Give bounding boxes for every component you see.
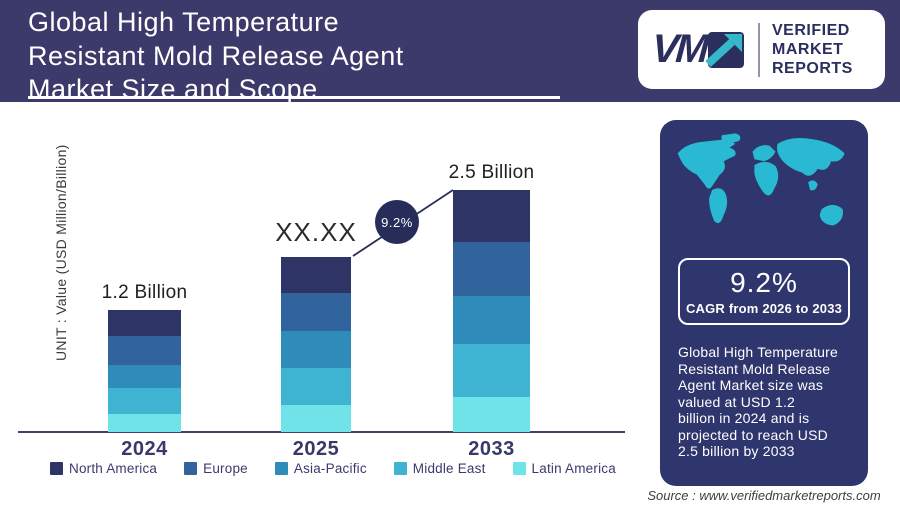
segment-middle-east (108, 388, 181, 414)
legend-item-north-america: North America (50, 461, 157, 476)
legend-swatch (512, 462, 526, 475)
legend-label: Middle East (412, 461, 486, 476)
segment-europe (108, 336, 181, 365)
segment-europe (281, 293, 351, 331)
segment-asia-pacific (281, 331, 351, 368)
segment-middle-east (453, 344, 530, 397)
legend-label: Europe (203, 461, 248, 476)
bar-total-label-2024: 1.2 Billion (101, 282, 188, 303)
legend-swatch (274, 462, 288, 475)
legend-swatch (184, 462, 198, 475)
vmr-letters: VM (650, 27, 708, 71)
source-link[interactable]: Source : www.verifiedmarketreports.com (647, 488, 881, 503)
legend-item-asia-pacific: Asia-Pacific (274, 461, 367, 476)
title-underline (28, 96, 560, 99)
legend-label: Latin America (531, 461, 616, 476)
legend-item-europe: Europe (184, 461, 248, 476)
x-tick-2025: 2025 (292, 438, 340, 460)
segment-middle-east (281, 368, 351, 405)
world-map-icon (668, 130, 860, 250)
bar-2024: 1.2 Billion (102, 282, 187, 432)
bar-2025: XX.XX (275, 217, 356, 432)
legend-swatch (50, 462, 63, 475)
legend-label: Asia-Pacific (293, 461, 367, 476)
segment-asia-pacific (453, 296, 530, 344)
bar-total-label-2033: 2.5 Billion (448, 162, 535, 183)
cagr-box: 9.2% CAGR from 2026 to 2033 (678, 258, 850, 325)
segment-north-america (108, 310, 181, 336)
legend-label: North America (69, 461, 158, 476)
x-tick-2024: 2024 (121, 438, 168, 460)
legend-item-latin-america: Latin America (512, 461, 616, 476)
segment-north-america (453, 190, 530, 242)
segment-latin-america (453, 397, 530, 432)
cagr-badge-circle: 9.2% (375, 200, 419, 244)
brand-line-2: MARKET (772, 41, 844, 58)
x-tick-2033: 2033 (468, 438, 515, 460)
summary-panel: 9.2% CAGR from 2026 to 2033 Global High … (660, 120, 868, 486)
segment-latin-america (108, 414, 181, 432)
vmr-logo: VM VERIFIED MARKET REPORTS (638, 10, 885, 89)
bar-2033: 2.5 Billion (449, 162, 534, 432)
market-summary-text: Global High Temperature Resistant Mold R… (678, 344, 838, 459)
segment-north-america (281, 257, 351, 293)
brand-line-3: REPORTS (772, 60, 853, 77)
cagr-caption: CAGR from 2026 to 2033 (685, 300, 843, 316)
segment-latin-america (281, 405, 351, 432)
cagr-value: 9.2% (730, 266, 798, 298)
vmr-logo-mark: VM (650, 27, 744, 72)
bar-total-label-2025: XX.XX (275, 217, 357, 247)
segment-asia-pacific (108, 365, 181, 388)
legend: North America Europe Asia-Pacific Middle Ea… (50, 461, 616, 476)
brand-line-1: VERIFIED (772, 22, 850, 39)
logo-divider (758, 22, 760, 77)
legend-item-middle-east: Middle East (393, 461, 486, 476)
segment-europe (453, 242, 530, 296)
legend-swatch (393, 462, 407, 475)
vmr-arrow-icon (705, 31, 744, 68)
x-axis-line (18, 431, 625, 433)
page-title: Global High Temperature Resistant Mold R… (28, 7, 404, 102)
brand-text: VERIFIED MARKET REPORTS (772, 21, 853, 78)
